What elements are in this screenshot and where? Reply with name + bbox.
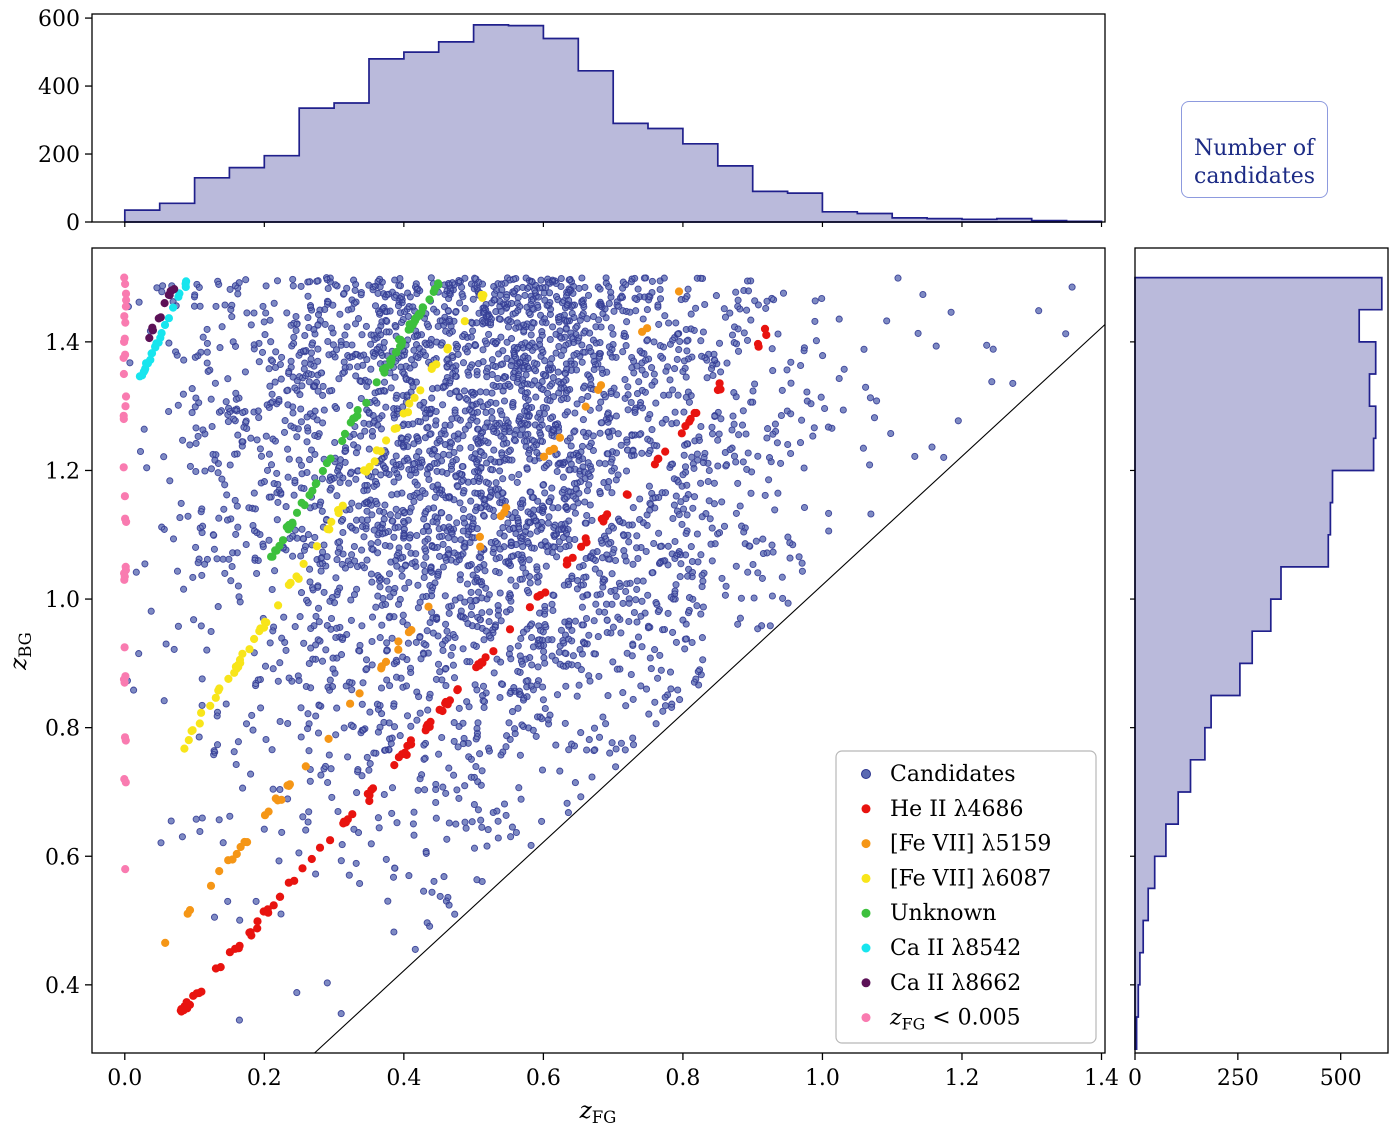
x-tick-label: 0.6 — [526, 1066, 561, 1091]
legend-label-fe-vii-6087: [Fe VII] λ6087 — [890, 866, 1051, 891]
x-axis-label: zFG — [579, 1098, 617, 1127]
candidates-count-note: Number of candidates — [1181, 101, 1329, 198]
x-tick-label: 1.2 — [944, 1066, 979, 1091]
legend-marker-fe-vii-5159 — [861, 839, 871, 849]
top-panel-spine — [91, 13, 1106, 223]
y-tick-label: 0.8 — [45, 717, 80, 742]
scatter-panel-spine — [91, 247, 1106, 1054]
legend-marker-he-ii-4686 — [861, 804, 871, 814]
x-tick-label: 0.0 — [107, 1066, 142, 1091]
legend-marker-candidates — [861, 769, 871, 779]
right-x-tick-label: 0 — [1128, 1066, 1142, 1091]
legend-label-ca-ii-8542: Ca II λ8542 — [890, 936, 1021, 961]
y-tick-label: 1.2 — [45, 459, 80, 484]
series-z-fg-0-005 — [119, 273, 131, 874]
legend-marker-unknown — [861, 908, 871, 918]
legend-marker-z-fg-0-005 — [861, 1013, 871, 1023]
series-unknown — [267, 279, 443, 561]
series-fe-vii-6087 — [180, 290, 488, 753]
right-histogram-panel: 0 250 500 — [1128, 247, 1389, 1091]
top-y-tick-label: 0 — [66, 211, 80, 236]
top-histogram-area — [123, 24, 1103, 223]
series-he-ii-4686 — [176, 324, 771, 1016]
legend-marker-fe-vii-6087 — [861, 873, 871, 883]
top-histogram-panel: 0 200 400 600 — [38, 7, 1106, 236]
y-tick-label: 1.4 — [45, 331, 80, 356]
top-y-tick-label: 600 — [38, 7, 80, 32]
x-tick-label: 1.0 — [805, 1066, 840, 1091]
y-tick-label: 0.4 — [45, 974, 80, 999]
y-tick-label: 0.6 — [45, 845, 80, 870]
legend-marker-ca-ii-8542 — [861, 943, 871, 953]
legend-label-z-fg-0-005: zFG < 0.005 — [889, 1006, 1021, 1034]
right-histogram-area — [1134, 276, 1383, 1050]
legend-label-candidates: Candidates — [890, 762, 1016, 787]
scatter-panel: 0.0 0.2 0.4 0.6 0.8 1.0 1.2 1.4 0.4 0.6 0.8 1.0 1.2 1… — [6, 247, 1119, 1127]
right-x-tick-label: 250 — [1217, 1066, 1259, 1091]
legend-label-unknown: Unknown — [890, 901, 996, 926]
x-tick-label: 0.2 — [247, 1066, 282, 1091]
identity-line — [314, 324, 1106, 1054]
legend-box — [835, 750, 1097, 1044]
legend-label-fe-vii-5159: [Fe VII] λ5159 — [890, 832, 1051, 857]
legend-marker-ca-ii-8662 — [861, 978, 871, 988]
legend: Candidates He II λ4686 [Fe VII] λ5159 [Fe V… — [835, 750, 1097, 1044]
legend-label-he-ii-4686: He II λ4686 — [890, 797, 1024, 822]
y-axis-label: zBG — [6, 632, 35, 671]
right-x-tick-label: 500 — [1320, 1066, 1362, 1091]
series-fe-vii-5159 — [161, 287, 684, 947]
x-tick-label: 1.4 — [1084, 1066, 1119, 1091]
candidates-count-text: Number of candidates — [1194, 136, 1316, 189]
legend-label-ca-ii-8662: Ca II λ8662 — [890, 971, 1021, 996]
series-ca-ii-8662 — [145, 285, 179, 343]
right-panel-spine — [1134, 247, 1389, 1054]
x-tick-label: 0.8 — [665, 1066, 700, 1091]
top-y-tick-label: 200 — [38, 143, 80, 168]
series-ca-ii-8542 — [135, 277, 191, 381]
top-y-tick-label: 400 — [38, 75, 80, 100]
y-tick-label: 1.0 — [45, 588, 80, 613]
x-tick-label: 0.4 — [386, 1066, 421, 1091]
